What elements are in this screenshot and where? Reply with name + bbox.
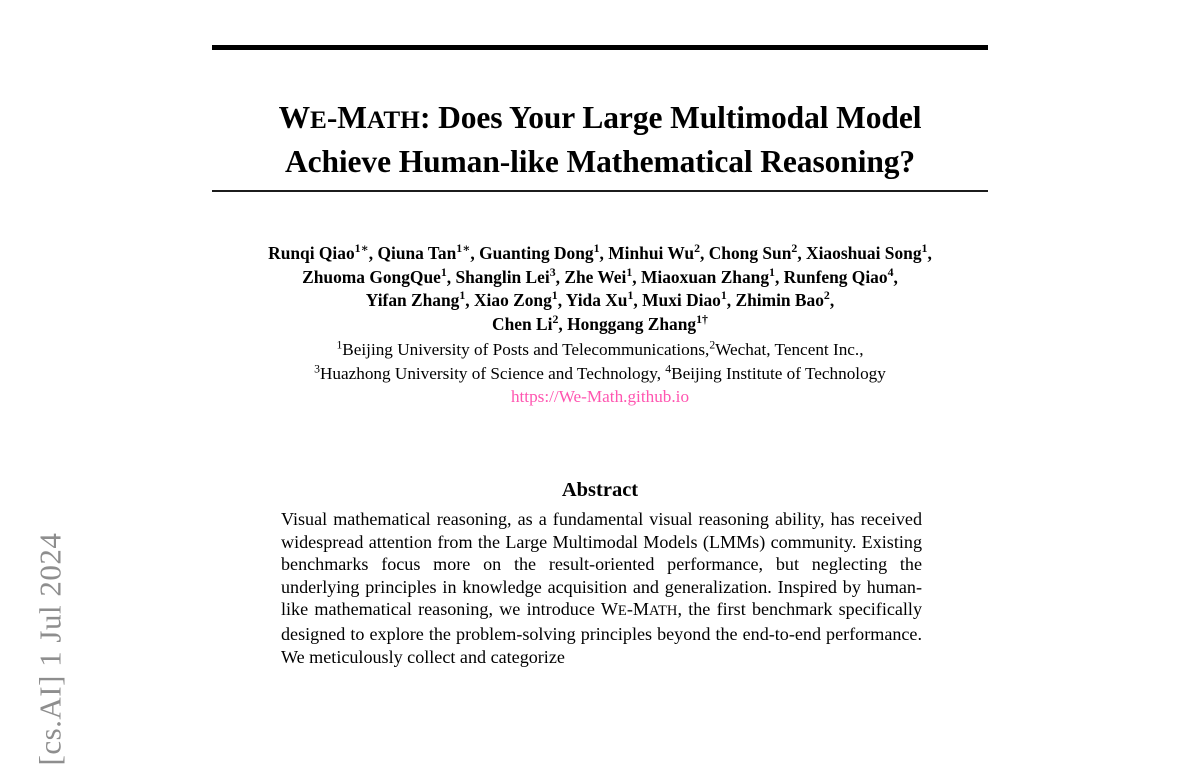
author-separator: ,	[726, 290, 736, 311]
author-affiliation-marker: 4	[887, 264, 894, 279]
arxiv-stamp-text: [cs.AI] 1 Jul 2024	[32, 532, 68, 766]
wemath-ath: ATH	[366, 107, 420, 135]
author-affiliation-marker: 2	[694, 241, 701, 256]
paper-page-column: WE-MATH: Does Your Large Multimodal Mode…	[212, 0, 988, 667]
author-separator: ,	[465, 290, 474, 311]
author-separator: ,	[599, 243, 609, 263]
author-affiliation-marker: 2	[791, 241, 798, 256]
author-name: Xiao Zong	[474, 290, 552, 311]
affiliation-name: Beijing Institute of Technology	[671, 363, 886, 383]
author-separator: ,	[470, 243, 480, 263]
wemath-smallcaps-title: WE-MATH	[279, 100, 420, 135]
affiliation-line-1: 1Beijing University of Posts and Telecom…	[212, 338, 988, 362]
author-affiliation-marker: 1	[440, 264, 447, 279]
author-separator: ,	[558, 313, 568, 334]
affiliation-name: Huazhong University of Science and Techn…	[319, 363, 666, 383]
author-separator: ,	[632, 266, 641, 287]
author-line-2: Zhuoma GongQue1, Shanglin Lei3, Zhe Wei1…	[212, 266, 988, 290]
author-name: Zhimin Bao	[735, 290, 824, 311]
author-affiliation-marker: 3	[549, 264, 556, 279]
abstract-body: Visual mathematical reasoning, as a fund…	[281, 508, 922, 668]
wemath-e: E	[617, 603, 627, 620]
wemath-w: W	[278, 100, 311, 136]
author-name: Chen Li	[492, 313, 553, 334]
author-name: Runqi Qiao	[268, 243, 355, 263]
author-name: Yida Xu	[565, 290, 628, 311]
title-line-1: WE-MATH: Does Your Large Multimodal Mode…	[212, 97, 988, 141]
wemath-dash: -	[626, 599, 633, 620]
author-affiliation-marker: 2	[823, 288, 830, 303]
author-name: Shanglin Lei	[455, 266, 550, 287]
author-affiliation-marker: 1∗	[354, 241, 369, 256]
affiliation-index: 3	[314, 361, 320, 375]
project-url-link[interactable]: https://We-Math.github.io	[510, 387, 690, 406]
author-separator: ,	[893, 266, 898, 287]
author-affiliation-marker: 1∗	[456, 241, 471, 256]
author-list: Runqi Qiao1∗, Qiuna Tan1∗, Guanting Dong…	[212, 242, 988, 336]
author-line-4: Chen Li2, Honggang Zhang1†	[212, 313, 988, 337]
author-separator: ,	[927, 243, 932, 263]
affiliation-index: 2	[709, 338, 716, 352]
affiliation-name: Wechat, Tencent Inc.,	[715, 340, 864, 359]
affiliation-index: 1	[336, 338, 343, 352]
author-name: Muxi Diao	[642, 290, 721, 311]
author-affiliation-marker: 1†	[696, 311, 708, 326]
wemath-m: M	[337, 100, 367, 136]
author-affiliation-marker: 1	[626, 264, 633, 279]
wemath-m: M	[632, 599, 649, 620]
affiliation-list: 1Beijing University of Posts and Telecom…	[212, 338, 988, 408]
wemath-dash: -	[326, 100, 338, 136]
author-name: Yifan Zhang	[365, 290, 460, 311]
affiliation-index: 4	[665, 361, 672, 375]
author-name: Miaoxuan Zhang	[640, 266, 770, 287]
author-affiliation-marker: 1	[627, 288, 634, 303]
title-line-1-rest: : Does Your Large Multimodal Model	[419, 100, 922, 136]
author-name: Qiuna Tan	[377, 243, 457, 263]
wemath-w: W	[600, 599, 618, 620]
wemath-smallcaps-abstract: WE-MATH	[601, 599, 678, 619]
author-name: Chong Sun	[708, 243, 792, 263]
author-separator: ,	[555, 266, 565, 287]
author-separator: ,	[557, 290, 566, 311]
author-affiliation-marker: 1	[769, 264, 775, 279]
author-name: Zhe Wei	[564, 266, 627, 287]
title-top-rule	[212, 45, 988, 50]
author-name: Runfeng Qiao	[783, 266, 888, 287]
author-line-1: Runqi Qiao1∗, Qiuna Tan1∗, Guanting Dong…	[212, 242, 988, 266]
author-affiliation-marker: 1	[720, 288, 727, 303]
page-title: WE-MATH: Does Your Large Multimodal Mode…	[212, 97, 988, 182]
abstract-paragraph: Visual mathematical reasoning, as a fund…	[281, 508, 922, 668]
author-separator: ,	[446, 266, 456, 287]
author-name: Guanting Dong	[479, 243, 594, 263]
author-name: Honggang Zhang	[567, 313, 697, 334]
wemath-ath: ATH	[649, 603, 678, 620]
affiliation-name: Beijing University of Posts and Telecomm…	[342, 340, 710, 359]
title-bottom-rule	[212, 190, 988, 192]
author-name: Zhuoma GongQue	[302, 266, 441, 287]
author-separator: ,	[797, 243, 807, 263]
author-line-3: Yifan Zhang1, Xiao Zong1, Yida Xu1, Muxi…	[212, 289, 988, 313]
author-name: Minhui Wu	[608, 243, 695, 263]
author-separator: ,	[700, 243, 709, 263]
author-affiliation-marker: 2	[552, 311, 559, 326]
author-affiliation-marker: 1	[459, 288, 466, 303]
abstract-text-before-wemath: Visual mathematical reasoning, as a fund…	[281, 509, 922, 620]
wemath-e: E	[310, 107, 327, 135]
abstract-heading: Abstract	[561, 479, 639, 501]
author-name: Xiaoshuai Song	[806, 243, 922, 263]
author-affiliation-marker: 1	[593, 241, 600, 256]
author-affiliation-marker: 1	[551, 288, 558, 303]
title-line-2: Achieve Human-like Mathematical Reasonin…	[284, 144, 916, 180]
arxiv-stamp: [cs.AI] 1 Jul 2024	[0, 0, 110, 766]
author-separator: ,	[368, 243, 378, 263]
author-separator: ,	[633, 290, 643, 311]
author-separator: ,	[774, 266, 784, 287]
author-separator: ,	[829, 290, 835, 311]
affiliation-line-2: 3Huazhong University of Science and Tech…	[212, 362, 988, 386]
author-affiliation-marker: 1	[921, 241, 928, 256]
